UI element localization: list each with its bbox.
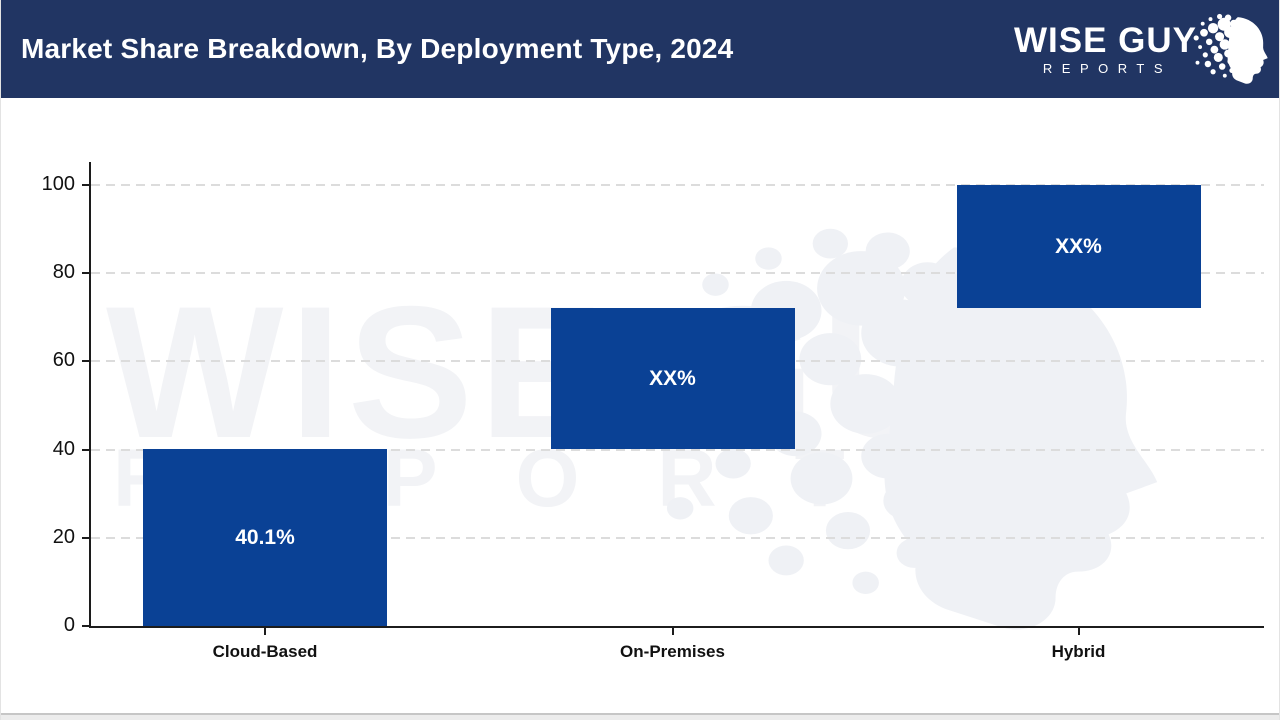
bar-on-premises: XX% — [550, 308, 795, 450]
x-tick-mark-1 — [264, 628, 266, 635]
chart-title: Market Share Breakdown, By Deployment Ty… — [21, 33, 734, 64]
bottom-border — [1, 713, 1279, 720]
x-category-label-on-premises: On-Premises — [620, 642, 725, 661]
y-axis-line — [89, 162, 91, 628]
x-tick-mark-2 — [671, 628, 674, 635]
y-tick-mark-0 — [82, 625, 90, 627]
y-tick-mark-80 — [82, 272, 90, 275]
wiseguy-logo: WISE GUY REPORTS — [1014, 6, 1269, 92]
y-tick-label-40: 40 — [52, 437, 75, 460]
bar-cloud-based: 40.1% — [143, 449, 387, 626]
y-tick-mark-40 — [82, 448, 90, 451]
bar-value-label: XX% — [1055, 234, 1102, 258]
y-tick-label-60: 60 — [52, 349, 75, 372]
bar-value-label: 40.1% — [235, 525, 295, 549]
x-category-label-cloud-based: Cloud-Based — [212, 642, 318, 661]
logo-wordmark: WISE GUY REPORTS — [1014, 23, 1197, 76]
wiseguy-head-icon — [1193, 13, 1268, 84]
gridline-40 — [91, 448, 1264, 451]
header-banner: Market Share Breakdown, By Deployment Ty… — [1, 0, 1279, 98]
y-tick-label-100: 100 — [41, 173, 75, 195]
y-tick-mark-20 — [82, 536, 90, 539]
bar-value-label: XX% — [649, 366, 696, 390]
x-tick-mark-3 — [1077, 628, 1080, 635]
gridline-20 — [91, 536, 1264, 539]
gridline-100 — [91, 184, 1264, 186]
y-tick-label-20: 20 — [52, 525, 75, 548]
logo-wordmark-sub: REPORTS — [1042, 60, 1173, 76]
y-tick-mark-60 — [82, 360, 90, 363]
logo-wordmark-main: WISE GUY — [1013, 20, 1197, 60]
x-axis-line — [89, 626, 1264, 628]
y-tick-mark-100 — [82, 184, 90, 186]
x-category-label-hybrid: Hybrid — [1051, 642, 1106, 661]
gridline-80 — [91, 272, 1264, 275]
y-tick-label-80: 80 — [52, 261, 75, 284]
y-tick-label-0: 0 — [63, 614, 75, 636]
bar-hybrid: XX% — [956, 185, 1201, 309]
